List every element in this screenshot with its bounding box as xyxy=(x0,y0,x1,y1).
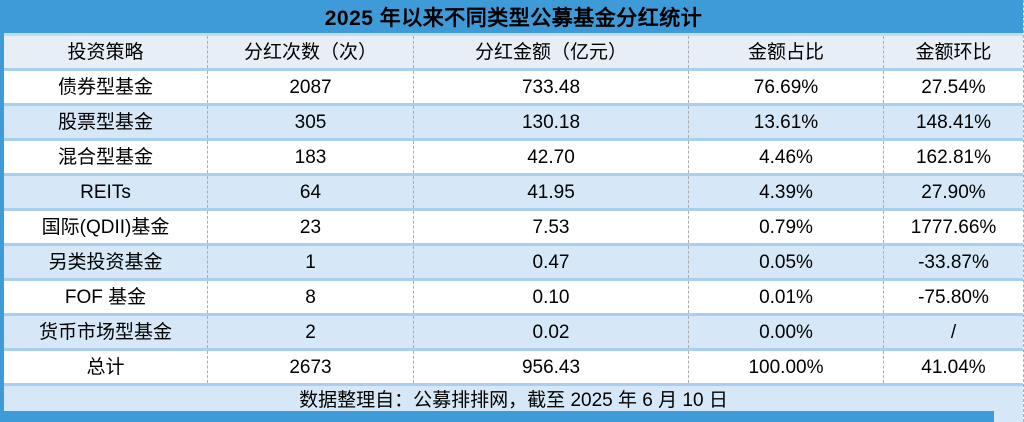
cell-amount: 0.10 xyxy=(413,281,688,313)
table-row: 另类投资基金 1 0.47 0.05% -33.87% xyxy=(4,246,1023,281)
cell-mom: 148.41% xyxy=(883,106,1023,138)
cell-share: 4.39% xyxy=(688,176,883,208)
cell-amount: 42.70 xyxy=(413,141,688,173)
cell-share: 0.79% xyxy=(688,211,883,243)
cell-mom: 27.54% xyxy=(883,71,1023,103)
cell-share: 0.01% xyxy=(688,281,883,313)
cell-share: 76.69% xyxy=(688,71,883,103)
cell-count: 305 xyxy=(207,106,413,138)
cell-share: 100.00% xyxy=(688,351,883,383)
cell-strategy: 股票型基金 xyxy=(57,111,153,133)
cell-strategy: 货币市场型基金 xyxy=(38,321,172,343)
cell-amount: 956.43 xyxy=(413,351,688,383)
table-row: 股票型基金 305 130.18 13.61% 148.41% xyxy=(4,106,1023,141)
column-header-share: 金额占比 xyxy=(688,36,883,68)
table-row: FOF 基金 8 0.10 0.01% -75.80% xyxy=(4,281,1023,316)
table-row: 债券型基金 2087 733.48 76.69% 27.54% xyxy=(4,71,1023,106)
cell-mom: -75.80% xyxy=(883,281,1023,313)
cell-share: 4.46% xyxy=(688,141,883,173)
cell-strategy: REITs xyxy=(80,181,131,203)
cell-count: 2673 xyxy=(207,351,413,383)
cell-count: 2087 xyxy=(207,71,413,103)
table-row-total: 总计 2673 956.43 100.00% 41.04% xyxy=(4,351,1023,386)
cell-amount: 130.18 xyxy=(413,106,688,138)
cell-strategy: 债券型基金 xyxy=(57,76,153,98)
cell-strategy: 国际(QDII)基金 xyxy=(41,216,170,238)
table-title: 2025 年以来不同类型公募基金分红统计 xyxy=(4,0,1023,36)
cell-amount: 0.02 xyxy=(413,316,688,348)
cell-count: 23 xyxy=(207,211,413,243)
table-row: 货币市场型基金 2 0.02 0.00% / xyxy=(4,316,1023,351)
cell-mom: 162.81% xyxy=(883,141,1023,173)
table-row: REITs 64 41.95 4.39% 27.90% xyxy=(4,176,1023,211)
cell-amount: 7.53 xyxy=(413,211,688,243)
cell-count: 2 xyxy=(207,316,413,348)
cell-share: 13.61% xyxy=(688,106,883,138)
table-row: 国际(QDII)基金 23 7.53 0.79% 1777.66% xyxy=(4,211,1023,246)
cell-amount: 733.48 xyxy=(413,71,688,103)
cell-count: 64 xyxy=(207,176,413,208)
cell-count: 183 xyxy=(207,141,413,173)
cell-strategy: 总计 xyxy=(86,356,125,378)
cell-share: 0.05% xyxy=(688,246,883,278)
cell-share: 0.00% xyxy=(688,316,883,348)
column-header-mom: 金额环比 xyxy=(883,36,1023,68)
cell-count: 8 xyxy=(207,281,413,313)
cell-strategy: 另类投资基金 xyxy=(48,251,163,273)
cell-count: 1 xyxy=(207,246,413,278)
table-header-row: 投资策略 分红次数（次） 分红金额（亿元） 金额占比 金额环比 xyxy=(4,36,1023,71)
cell-mom: 27.90% xyxy=(883,176,1023,208)
cell-mom: / xyxy=(883,316,1023,348)
cell-amount: 41.95 xyxy=(413,176,688,208)
cell-strategy: 混合型基金 xyxy=(57,146,153,168)
column-header-count: 分红次数（次） xyxy=(207,36,413,68)
cell-mom: -33.87% xyxy=(883,246,1023,278)
cell-mom: 1777.66% xyxy=(883,211,1023,243)
table-footer: 数据整理自：公募排排网，截至 2025 年 6 月 10 日 xyxy=(4,386,1023,422)
column-header-amount: 分红金额（亿元） xyxy=(413,36,688,68)
table-row: 混合型基金 183 42.70 4.46% 162.81% xyxy=(4,141,1023,176)
data-source-note: 数据整理自：公募排排网，截至 2025 年 6 月 10 日 xyxy=(299,390,728,411)
column-header-strategy: 投资策略 xyxy=(67,41,144,63)
cell-strategy: FOF 基金 xyxy=(64,286,147,308)
cell-mom: 41.04% xyxy=(883,351,1023,383)
cell-amount: 0.47 xyxy=(413,246,688,278)
bottom-accent-bar xyxy=(4,411,994,422)
